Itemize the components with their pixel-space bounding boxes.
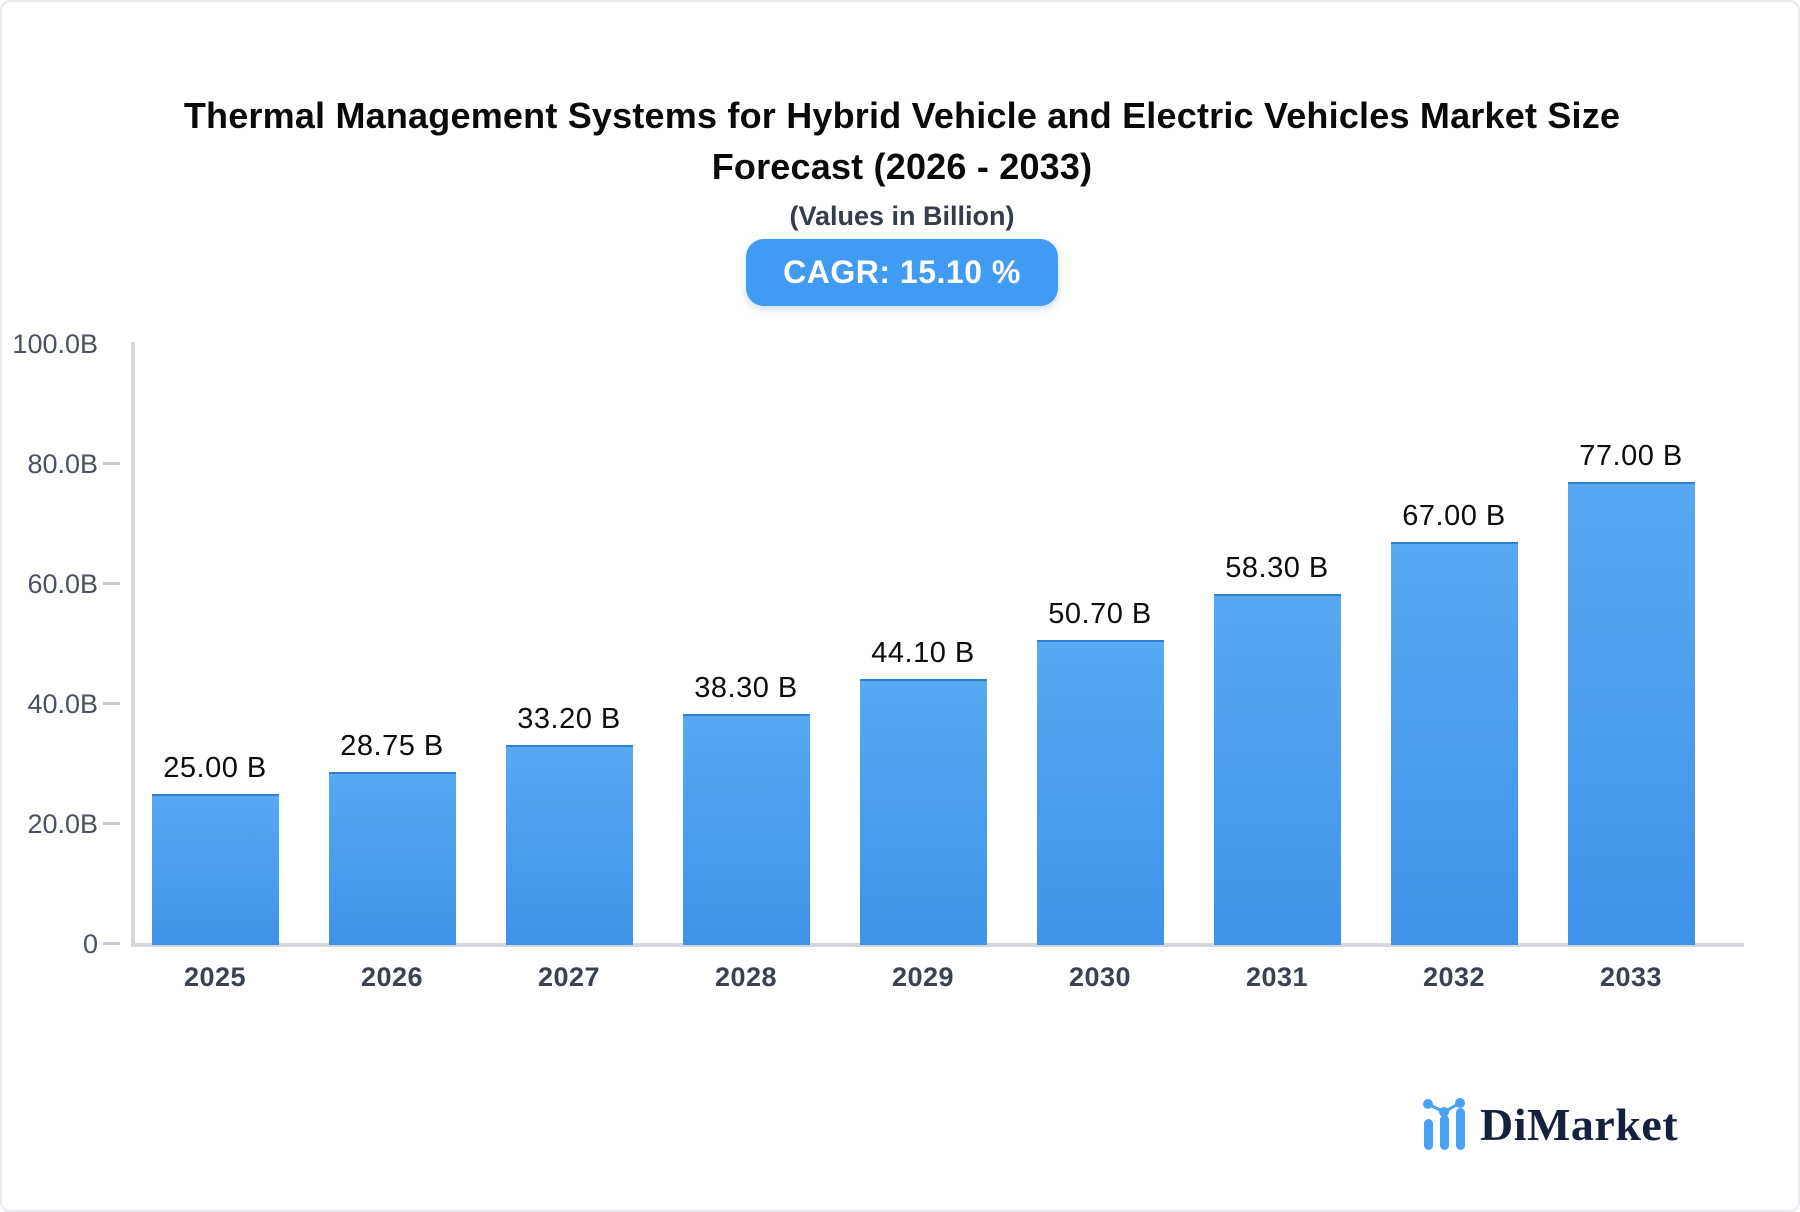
x-axis-tick-label: 2032 — [1422, 962, 1486, 992]
dimarket-logo-icon — [1423, 1098, 1465, 1150]
x-axis-tick-label: 2033 — [1599, 962, 1663, 992]
cagr-badge: CAGR: 15.10 % — [746, 239, 1058, 306]
x-axis-tick-label: 2028 — [714, 962, 778, 992]
bar-side-face — [279, 794, 301, 945]
y-axis-line — [131, 342, 135, 947]
bar-side-face — [1199, 594, 1214, 945]
bar-value-label: 28.75 B — [340, 729, 444, 762]
bar-value-label: 50.70 B — [1048, 597, 1152, 630]
y-axis-tick-dash — [103, 462, 120, 465]
x-axis-tick-label: 2027 — [537, 962, 601, 992]
bar-2028 — [682, 714, 810, 945]
dimarket-logo: DiMarket — [1422, 1096, 1678, 1150]
chart-title-line2: Forecast (2026 - 2033) — [711, 146, 1093, 187]
bar-value-label: 33.20 B — [517, 702, 621, 735]
x-axis-tick-label: 2031 — [1245, 962, 1309, 992]
chart-subtitle: (Values in Billion) — [789, 201, 1015, 231]
bar-2027 — [505, 744, 633, 945]
bar-2026 — [328, 771, 456, 945]
x-axis-tick-label: 2026 — [360, 962, 424, 992]
bar-side-face — [633, 745, 647, 945]
y-axis-tick-label: 40.0B — [27, 689, 98, 719]
bar-value-label: 38.30 B — [694, 672, 798, 705]
dimarket-logo-text: DiMarket — [1480, 1099, 1679, 1150]
bar-2031 — [1213, 594, 1341, 945]
bar-value-label: 58.30 B — [1225, 552, 1329, 585]
y-axis-tick-label: 20.0B — [27, 809, 98, 839]
bar-side-face — [1025, 640, 1037, 945]
x-axis-tick-label: 2030 — [1068, 962, 1132, 992]
chart-title-line1: Thermal Management Systems for Hybrid Ve… — [183, 95, 1621, 136]
bar-2033 — [1567, 482, 1695, 945]
y-axis-tick-dash — [103, 702, 120, 705]
chart-header: Thermal Management Systems for Hybrid Ve… — [52, 90, 1752, 306]
x-axis-line — [131, 943, 1744, 947]
y-axis-tick-label: 80.0B — [27, 449, 98, 479]
y-axis-tick-dash — [103, 822, 120, 825]
y-axis-tick-dash — [103, 942, 120, 945]
chart-title: Thermal Management Systems for Hybrid Ve… — [52, 90, 1752, 192]
bar-value-label: 25.00 B — [163, 752, 267, 784]
bar-value-label: 77.00 B — [1579, 440, 1683, 472]
y-axis-tick-label: 60.0B — [27, 569, 98, 599]
bar-2032 — [1390, 542, 1518, 945]
y-axis-tick-label: 100.0B — [12, 329, 98, 359]
bar-side-face — [810, 714, 823, 945]
bar-side-face — [456, 772, 473, 946]
x-axis-tick-label: 2029 — [891, 962, 955, 992]
x-axis-tick-label: 2025 — [183, 962, 247, 992]
bar-side-face — [1373, 542, 1391, 945]
y-axis-tick-dash — [103, 582, 120, 585]
bar-value-label: 67.00 B — [1402, 500, 1506, 532]
y-axis-tick-label: 0 — [82, 929, 98, 959]
bar-side-face — [1546, 482, 1568, 945]
bar-2030 — [1036, 639, 1164, 945]
bar-2029 — [859, 679, 987, 945]
bar-2025 — [151, 794, 279, 945]
bar-value-label: 44.10 B — [871, 637, 975, 670]
